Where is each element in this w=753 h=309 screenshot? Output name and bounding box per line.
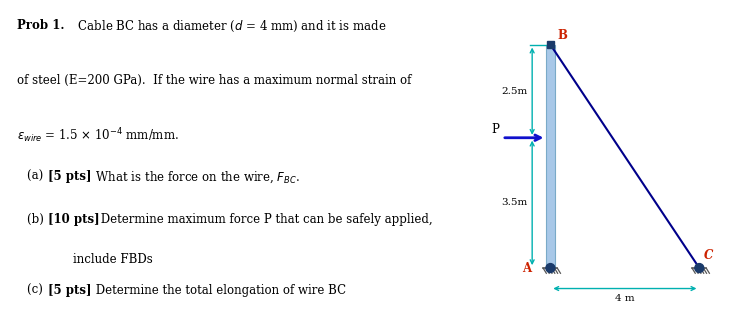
Text: 4 m: 4 m — [615, 294, 635, 303]
Bar — [547, 45, 554, 268]
Text: (c): (c) — [27, 284, 47, 297]
Text: 2.5m: 2.5m — [501, 87, 528, 96]
Text: C: C — [704, 249, 713, 262]
Text: of steel (E=200 GPa).  If the wire has a maximum normal strain of: of steel (E=200 GPa). If the wire has a … — [17, 74, 412, 87]
Text: Determine the total elongation of wire BC: Determine the total elongation of wire B… — [92, 284, 346, 297]
Text: (a): (a) — [27, 170, 47, 183]
Text: A: A — [522, 261, 531, 275]
Text: What is the force on the wire, $F_{BC}$.: What is the force on the wire, $F_{BC}$. — [92, 170, 300, 185]
Text: include FBDs: include FBDs — [72, 253, 152, 266]
Text: Prob 1.: Prob 1. — [17, 19, 65, 32]
Text: [10 pts]: [10 pts] — [48, 213, 100, 226]
Text: (b): (b) — [27, 213, 47, 226]
Circle shape — [695, 264, 704, 273]
Text: Cable BC has a diameter ($d$ = 4 mm) and it is made: Cable BC has a diameter ($d$ = 4 mm) and… — [63, 19, 386, 34]
Circle shape — [546, 264, 555, 273]
Text: P: P — [491, 123, 499, 136]
Text: Determine maximum force P that can be safely applied,: Determine maximum force P that can be sa… — [96, 213, 432, 226]
Text: 3.5m: 3.5m — [501, 198, 528, 207]
Text: $\varepsilon_{wire}$ = 1.5 $\times$ 10$^{-4}$ mm/mm.: $\varepsilon_{wire}$ = 1.5 $\times$ 10$^… — [17, 127, 179, 146]
Text: [5 pts]: [5 pts] — [48, 284, 92, 297]
Bar — [547, 41, 553, 48]
Text: B: B — [557, 29, 567, 42]
Text: [5 pts]: [5 pts] — [48, 170, 92, 183]
